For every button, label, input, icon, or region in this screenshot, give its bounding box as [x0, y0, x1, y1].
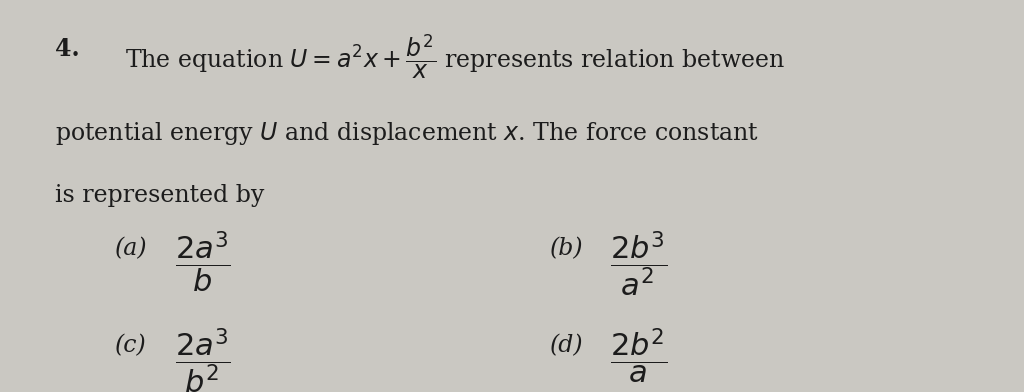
Text: 4.: 4. [55, 37, 80, 61]
Text: The equation $U = a^2x + \dfrac{b^2}{x}$ represents relation between: The equation $U = a^2x + \dfrac{b^2}{x}$… [125, 32, 785, 81]
Text: $\dfrac{2a^3}{b^2}$: $\dfrac{2a^3}{b^2}$ [175, 327, 231, 392]
Text: potential energy $U$ and displacement $x$. The force constant: potential energy $U$ and displacement $x… [55, 120, 759, 147]
Text: $\dfrac{2b^2}{a}$: $\dfrac{2b^2}{a}$ [610, 327, 668, 386]
Text: (b): (b) [550, 237, 584, 260]
Text: is represented by: is represented by [55, 184, 264, 207]
Text: (a): (a) [115, 237, 147, 260]
Text: (d): (d) [550, 334, 584, 357]
Text: $\dfrac{2b^3}{a^2}$: $\dfrac{2b^3}{a^2}$ [610, 230, 668, 299]
Text: $\dfrac{2a^3}{b}$: $\dfrac{2a^3}{b}$ [175, 230, 231, 295]
Text: (c): (c) [115, 334, 146, 357]
